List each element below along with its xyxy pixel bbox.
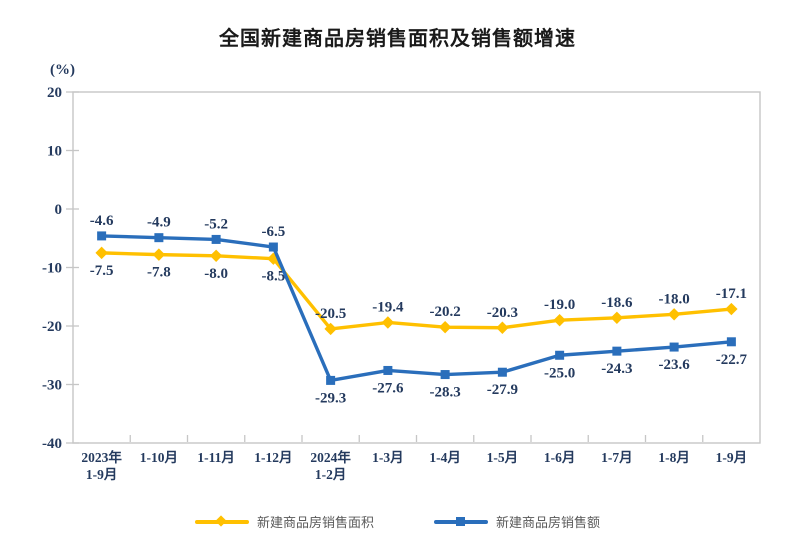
y-tick-label: -40 xyxy=(42,436,62,452)
data-label: -20.2 xyxy=(430,304,461,320)
marker-square xyxy=(154,233,164,243)
data-label: -24.3 xyxy=(601,361,632,377)
marker-square xyxy=(612,346,622,356)
legend-swatch-amount xyxy=(434,515,488,528)
x-tick-label: 1-3月 xyxy=(372,450,404,465)
y-tick-label: -30 xyxy=(42,378,62,394)
data-label: -20.3 xyxy=(487,305,518,321)
x-tick-label: 1-8月 xyxy=(658,450,690,465)
x-tick-label: 1-6月 xyxy=(544,450,576,465)
data-label: -17.1 xyxy=(716,286,747,302)
y-tick-label: 20 xyxy=(47,85,62,101)
marker-square xyxy=(555,350,565,360)
data-label: -8.5 xyxy=(262,269,286,285)
data-label: -27.9 xyxy=(487,382,518,398)
data-label: -22.7 xyxy=(716,352,748,368)
series-line-diamond xyxy=(99,251,734,331)
marker-square xyxy=(726,337,736,347)
legend-label-sales-area: 新建商品房销售面积 xyxy=(256,515,374,530)
data-label: -6.5 xyxy=(262,224,286,240)
data-label: -19.4 xyxy=(372,299,404,315)
y-axis-unit-label: (%) xyxy=(50,62,75,78)
marker-square xyxy=(669,342,679,352)
marker-square xyxy=(211,234,221,244)
marker-diamond xyxy=(324,322,337,336)
marker-square xyxy=(326,375,336,385)
marker-square xyxy=(268,242,278,252)
x-tick-label: 1-7月 xyxy=(601,450,633,465)
data-label: -18.0 xyxy=(659,291,690,307)
x-tick-label: 1-5月 xyxy=(487,450,519,465)
legend-diamond-icon xyxy=(215,514,227,527)
data-label: -28.3 xyxy=(430,385,461,401)
line-chart-plot: 20 10 0 -10 -20 -30 -40 2023年 1-9月 1-10月 1-11月 1-12… xyxy=(42,85,761,482)
x-tick-label: 1-10月 xyxy=(140,450,178,465)
marker-diamond xyxy=(496,321,509,334)
marker-square xyxy=(497,367,507,377)
series-line-square xyxy=(99,234,734,383)
y-tick-label: 0 xyxy=(55,202,63,218)
data-label: -29.3 xyxy=(315,390,346,406)
y-tick-label: 10 xyxy=(47,144,62,160)
y-tick-label: -10 xyxy=(42,261,62,277)
marker-diamond xyxy=(725,302,738,316)
legend-item-sales-amount: 新建商品房销售额 xyxy=(434,512,600,531)
x-tick-label: 1-11月 xyxy=(197,450,235,465)
marker-diamond xyxy=(438,320,452,334)
data-label: -4.9 xyxy=(147,215,171,231)
marker-square xyxy=(97,231,107,241)
data-label: -25.0 xyxy=(544,365,575,381)
data-label: -8.0 xyxy=(204,266,228,282)
data-label: -19.0 xyxy=(544,297,575,313)
chart-title: 全国新建商品房销售面积及销售额增速 xyxy=(219,28,576,50)
data-label: -20.5 xyxy=(315,306,346,322)
marker-diamond xyxy=(152,248,166,261)
legend-swatch-area xyxy=(194,514,249,528)
chart-legend: 新建商品房销售面积 新建商品房销售额 xyxy=(0,512,795,531)
marker-diamond xyxy=(667,308,681,321)
data-label: -4.6 xyxy=(90,213,114,229)
marker-diamond xyxy=(610,311,624,325)
marker-diamond xyxy=(553,313,566,327)
y-tick-label: -20 xyxy=(42,319,62,335)
data-label: -18.6 xyxy=(601,295,633,311)
legend-square-icon xyxy=(456,517,465,526)
data-label: -7.8 xyxy=(147,265,171,281)
data-label: -5.2 xyxy=(204,216,228,232)
marker-square xyxy=(383,365,393,375)
marker-diamond xyxy=(95,246,108,260)
legend-label-sales-amount: 新建商品房销售额 xyxy=(496,515,601,530)
x-tick-label: 1-9月 xyxy=(716,450,748,465)
marker-square xyxy=(440,370,450,380)
legend-item-sales-area: 新建商品房销售面积 xyxy=(194,512,374,531)
data-label: -23.6 xyxy=(659,357,691,373)
x-tick-label: 1-12月 xyxy=(254,450,292,465)
x-tick-label: 2024年 1-2月 xyxy=(310,449,351,482)
data-label: -27.6 xyxy=(372,380,404,396)
plot-border xyxy=(72,91,761,444)
x-tick-label: 1-4月 xyxy=(429,450,461,465)
data-label: -7.5 xyxy=(90,263,114,279)
marker-diamond xyxy=(209,249,223,262)
marker-diamond xyxy=(381,316,395,329)
x-tick-label: 2023年 1-9月 xyxy=(81,449,122,482)
